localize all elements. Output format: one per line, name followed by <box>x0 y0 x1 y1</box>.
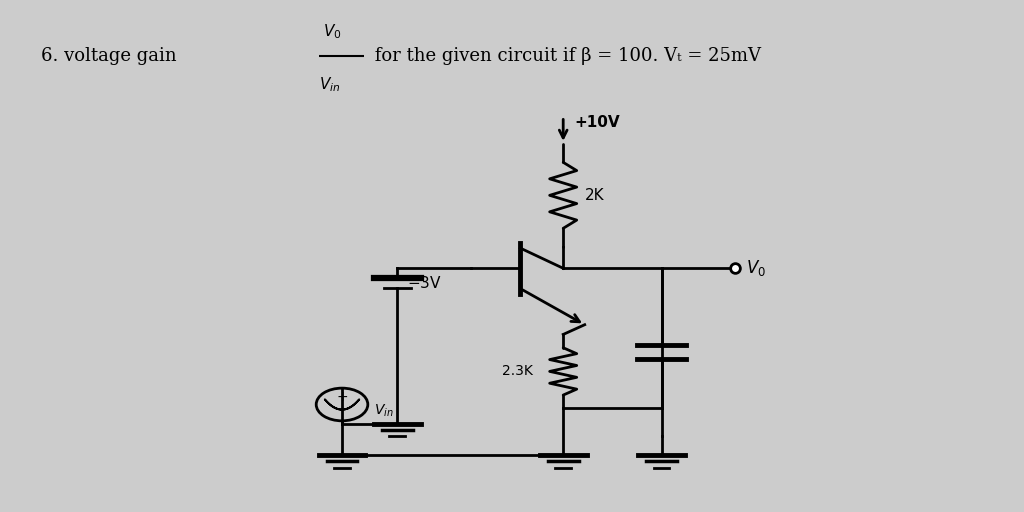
Text: 2.3K: 2.3K <box>502 365 532 378</box>
Text: $V_0$: $V_0$ <box>746 258 766 279</box>
Text: 6. voltage gain: 6. voltage gain <box>41 47 182 66</box>
Text: +: + <box>336 390 348 403</box>
Text: 2K: 2K <box>585 188 604 203</box>
Text: $-$3V: $-$3V <box>407 275 441 291</box>
Text: for the given circuit if β = 100. Vₜ = 25mV: for the given circuit if β = 100. Vₜ = 2… <box>369 47 761 66</box>
Text: +10V: +10V <box>574 115 620 130</box>
Text: $V_{in}$: $V_{in}$ <box>374 402 393 418</box>
Text: $V_{in}$: $V_{in}$ <box>319 75 341 94</box>
Text: $V_0$: $V_0$ <box>323 22 341 41</box>
